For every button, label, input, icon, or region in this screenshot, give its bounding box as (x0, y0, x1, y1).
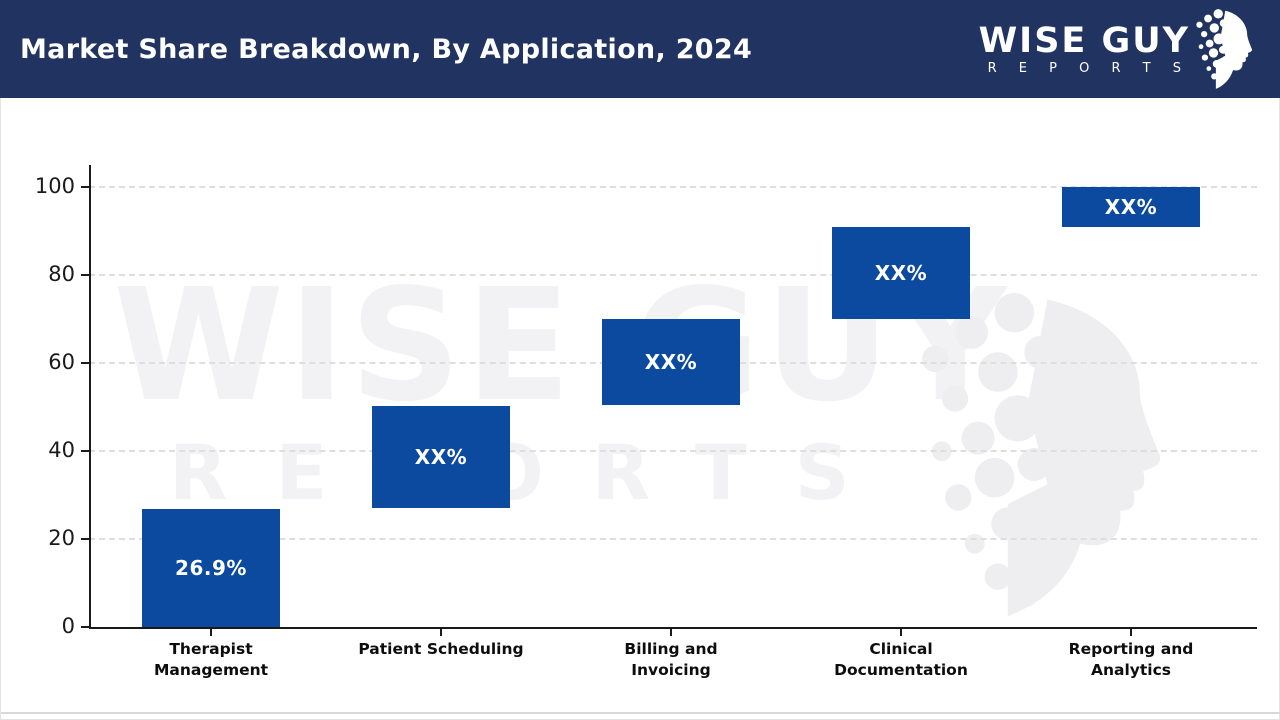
y-tick-label: 80 (48, 262, 75, 286)
header: Market Share Breakdown, By Application, … (0, 0, 1280, 98)
bar-4: XX% (832, 226, 970, 319)
y-tick-label: 60 (48, 350, 75, 374)
category-label: Clinical Documentation (834, 640, 968, 679)
x-tick-mark (440, 629, 442, 636)
page-title: Market Share Breakdown, By Application, … (20, 33, 753, 65)
gridline-y100 (89, 186, 1257, 188)
category-label: Billing and Invoicing (624, 640, 718, 679)
x-tick-mark (900, 629, 902, 636)
y-tick-label: 0 (61, 614, 75, 638)
gridline-y20 (89, 538, 1257, 540)
bar-value-label: XX% (414, 445, 468, 470)
bar-1: 26.9% (142, 508, 280, 627)
bar-value-label: 26.9% (175, 555, 247, 580)
y-tick-mark (81, 450, 89, 452)
y-tick-mark (81, 626, 89, 628)
gridline-y40 (89, 450, 1257, 452)
bar-value-label: XX% (1104, 194, 1158, 219)
chart-area: WISE GUY REPORTS 0 20 40 60 80 100 26.9% Therap… (0, 98, 1280, 720)
y-tick-mark (81, 362, 89, 364)
bar-value-label: XX% (874, 260, 928, 285)
watermark-head-icon (922, 292, 1161, 617)
x-tick-mark (210, 629, 212, 636)
x-axis-line (89, 627, 1257, 629)
footer-divider (1, 712, 1280, 714)
bar-3: XX% (602, 319, 740, 405)
y-tick-mark (81, 274, 89, 276)
bar-5: XX% (1062, 187, 1200, 227)
gridline-y80 (89, 274, 1257, 276)
x-tick-mark (1130, 629, 1132, 636)
y-tick-label: 100 (34, 174, 75, 198)
x-tick-mark (670, 629, 672, 636)
brand-name: WISE GUY (978, 20, 1190, 61)
category-label: Therapist Management (153, 640, 269, 679)
category-label: Reporting and Analytics (1068, 640, 1194, 679)
brand-logo: WISE GUY R E P O R T S (979, 6, 1262, 92)
y-tick-label: 40 (48, 438, 75, 462)
y-tick-label: 20 (48, 526, 75, 550)
y-tick-mark (81, 538, 89, 540)
brand-subtitle: R E P O R T S (987, 60, 1190, 76)
y-tick-mark (81, 186, 89, 188)
brand-logo-text: WISE GUY R E P O R T S (979, 23, 1190, 76)
category-label: Patient Scheduling (358, 640, 524, 658)
bar-2: XX% (372, 406, 510, 509)
brand-head-icon (1196, 9, 1252, 89)
watermark-text-2: REPORTS (169, 428, 898, 517)
y-axis-line (89, 165, 91, 627)
bar-value-label: XX% (644, 349, 698, 374)
